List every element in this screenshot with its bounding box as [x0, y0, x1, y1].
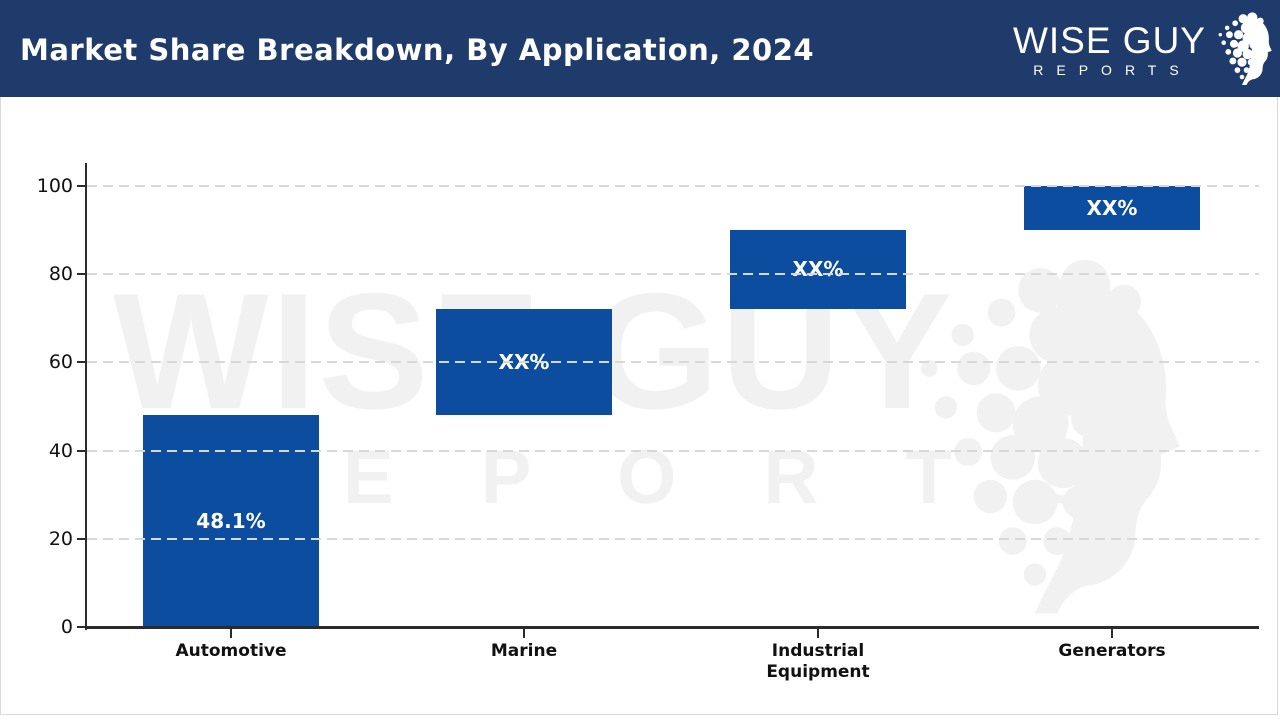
y-tick-label-20: 20	[48, 527, 73, 550]
y-tick-80	[77, 273, 85, 276]
y-tick-60	[77, 361, 85, 364]
y-tick-0	[77, 626, 85, 628]
bar-value-label: XX%	[1086, 196, 1138, 221]
brand-logo-text: WISE GUY REPORTS	[1013, 22, 1206, 77]
x-category-label-1: Marine	[490, 641, 558, 661]
bar-automotive: 48.1%	[143, 414, 319, 627]
x-tick-1	[523, 629, 525, 638]
x-tick-2	[817, 629, 819, 638]
brand-logo: WISE GUY REPORTS	[1013, 7, 1274, 91]
page-title: Market Share Breakdown, By Application, …	[20, 33, 815, 67]
bar-industrial-equipment: XX%	[730, 230, 906, 309]
x-category-label-0: Automotive	[175, 641, 287, 661]
y-tick-40	[77, 449, 85, 452]
bar-value-label: 48.1%	[196, 508, 266, 533]
y-tick-20	[77, 537, 85, 540]
watermark-face-icon	[920, 259, 1180, 614]
x-category-label-2: Industrial Equipment	[766, 641, 870, 683]
brand-reports-label: REPORTS	[1033, 61, 1192, 78]
bar-generators: XX%	[1024, 186, 1200, 231]
chart-area: WISE GUY R E P O R T S 0 20 40 60 80 100 48.1%…	[0, 97, 1278, 715]
gridline-100	[87, 185, 1259, 187]
gridline-80	[87, 273, 1259, 276]
y-tick-label-0: 0	[60, 616, 73, 638]
gridline-40	[87, 449, 1259, 452]
x-category-label-3: Generators	[1058, 641, 1166, 661]
y-tick-label-40: 40	[48, 439, 73, 462]
y-tick-label-80: 80	[48, 263, 73, 286]
x-tick-0	[230, 629, 232, 638]
y-tick-100	[77, 185, 85, 187]
x-axis	[85, 626, 1259, 629]
y-tick-label-60: 60	[48, 351, 73, 374]
brand-face-icon	[1218, 12, 1272, 85]
x-tick-3	[1111, 629, 1113, 638]
brand-name-label: WISE GUY	[1012, 19, 1206, 61]
gridline-20	[87, 537, 1259, 540]
bar-value-label: XX%	[792, 257, 844, 282]
y-tick-label-100: 100	[36, 175, 73, 197]
y-axis	[85, 163, 87, 630]
gridline-60	[87, 361, 1259, 364]
header-bar: Market Share Breakdown, By Application, …	[0, 0, 1280, 97]
watermark-reports-text: R E P O R T S	[201, 435, 1123, 520]
